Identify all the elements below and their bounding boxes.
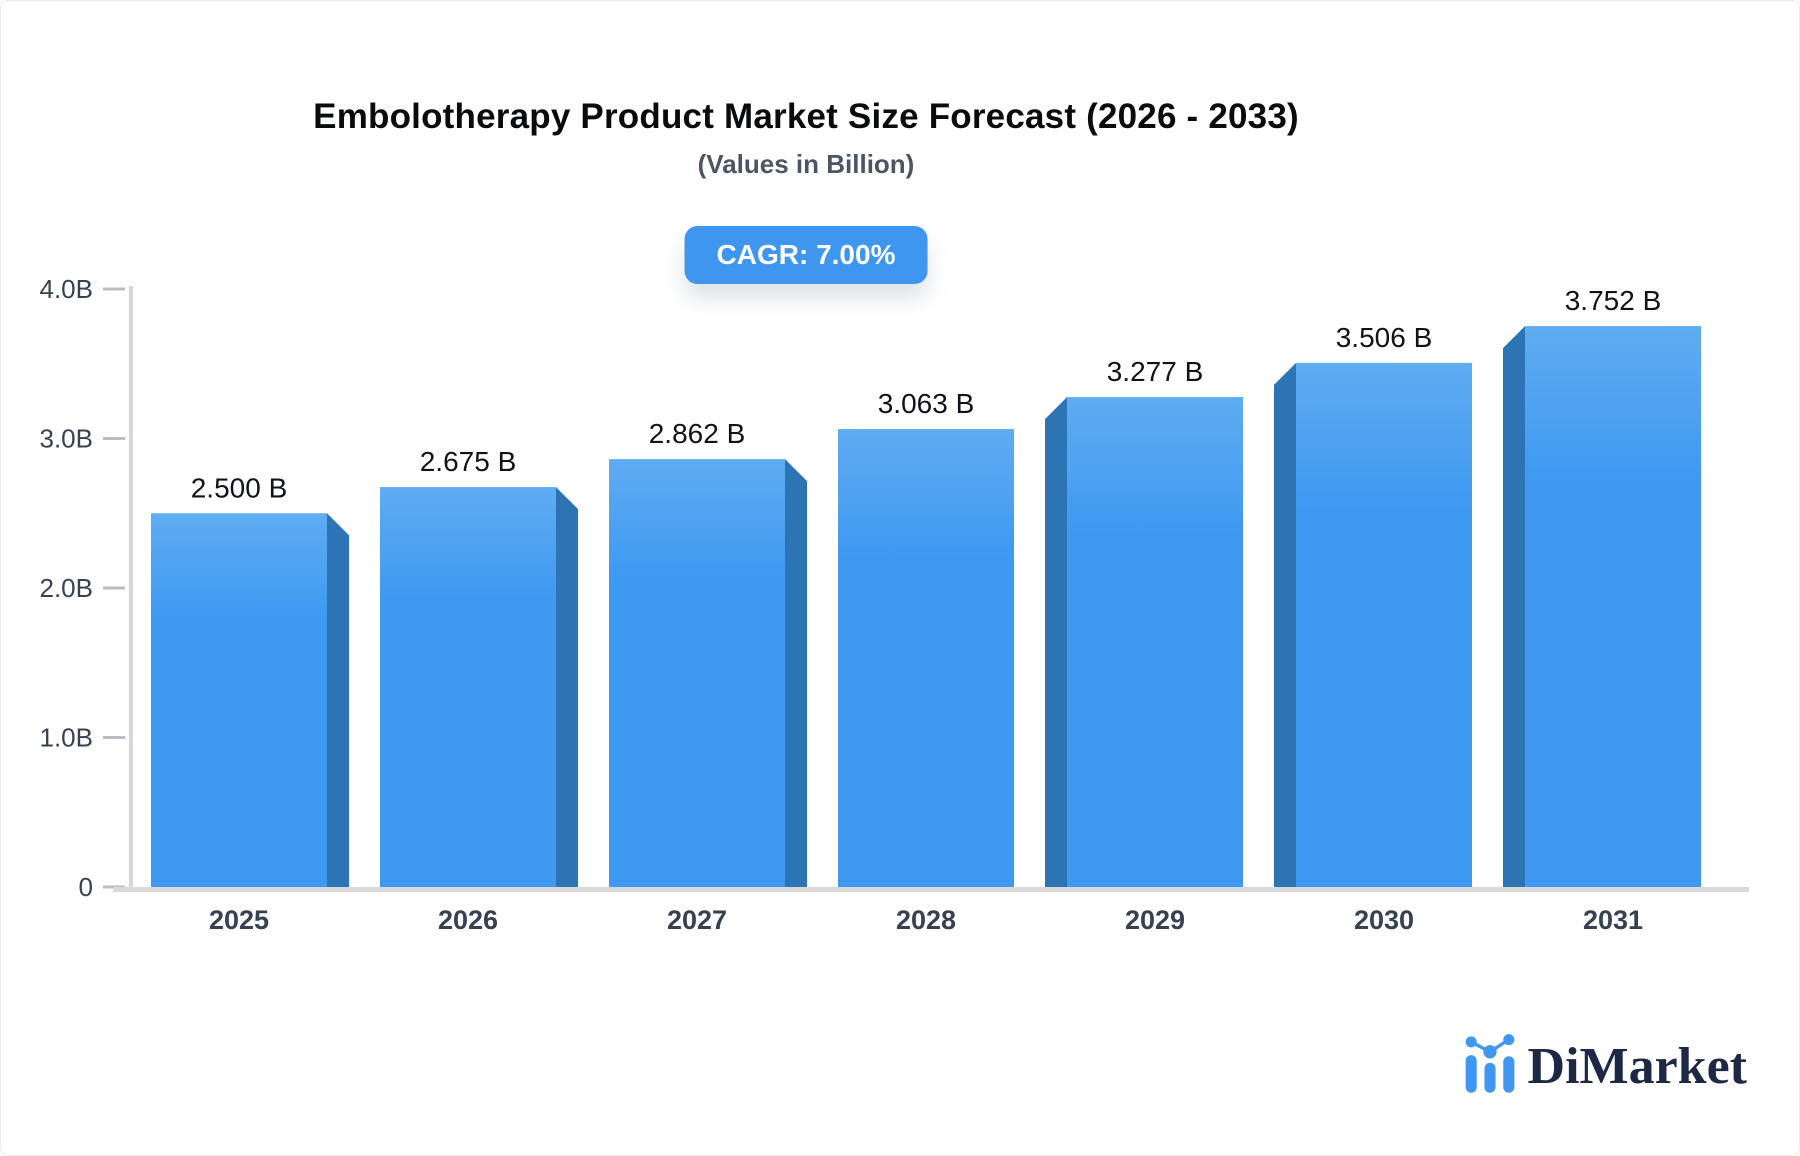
bar-value-label: 2.675 B xyxy=(420,446,517,477)
bar-value-label: 2.500 B xyxy=(191,472,288,503)
bar-side xyxy=(1045,397,1067,887)
bar-value-label: 3.063 B xyxy=(878,388,975,419)
brand-name: DiMarket xyxy=(1527,1037,1747,1095)
x-tick-label: 2030 xyxy=(1354,905,1414,935)
bar-value-label: 3.506 B xyxy=(1336,322,1433,353)
x-tick-label: 2031 xyxy=(1583,905,1643,935)
bar-side xyxy=(1503,326,1525,887)
bar-side xyxy=(1274,362,1296,887)
bar-side xyxy=(785,459,807,887)
bar-value-label: 2.862 B xyxy=(649,418,746,449)
bar xyxy=(1296,362,1472,887)
x-axis-line xyxy=(113,887,1749,892)
bar-side xyxy=(327,513,349,887)
chart-title: Embolotherapy Product Market Size Foreca… xyxy=(313,97,1299,136)
brand-logo: DiMarket xyxy=(1464,1033,1747,1100)
x-tick-label: 2025 xyxy=(209,905,269,935)
y-axis-line xyxy=(129,286,133,890)
bar-value-label: 3.752 B xyxy=(1565,285,1662,316)
x-tick-label: 2026 xyxy=(438,905,498,935)
chart-subtitle: (Values in Billion) xyxy=(697,149,915,179)
bar xyxy=(1067,397,1243,887)
cagr-badge: CAGR: 7.00% xyxy=(684,226,928,284)
bar xyxy=(838,429,1014,887)
bar-side xyxy=(556,487,578,887)
y-tick-label: 2.0B xyxy=(40,573,94,603)
bar-value-label: 3.277 B xyxy=(1107,356,1204,387)
y-tick-label: 4.0B xyxy=(40,274,94,304)
y-tick-label: 1.0B xyxy=(40,723,94,753)
x-tick-label: 2029 xyxy=(1125,905,1185,935)
y-tick-label: 3.0B xyxy=(40,424,94,454)
bar xyxy=(380,487,556,887)
bar xyxy=(1525,326,1701,887)
x-tick-label: 2028 xyxy=(896,905,956,935)
bar xyxy=(609,459,785,887)
bar-line-chart-icon xyxy=(1464,1033,1516,1100)
bar xyxy=(151,513,327,887)
x-tick-label: 2027 xyxy=(667,905,727,935)
y-tick-label: 0 xyxy=(79,872,93,902)
